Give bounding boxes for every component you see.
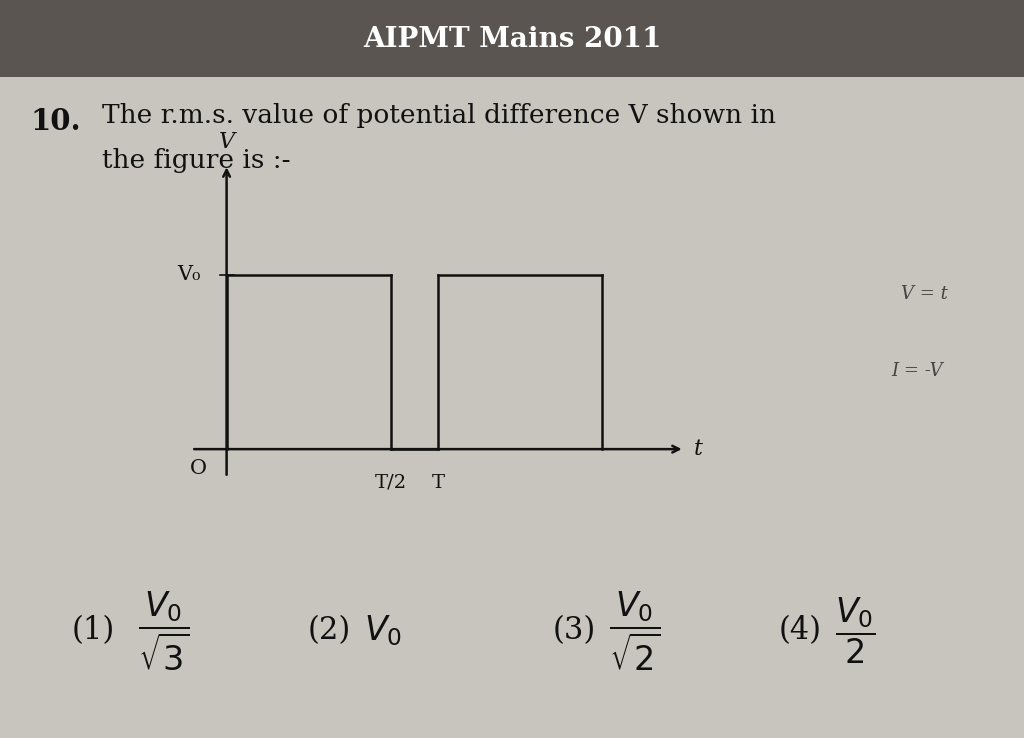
Text: V: V xyxy=(218,131,234,153)
Text: T: T xyxy=(431,474,444,492)
Text: (3): (3) xyxy=(553,615,596,646)
Text: $V_0$: $V_0$ xyxy=(364,613,401,649)
Text: AIPMT Mains 2011: AIPMT Mains 2011 xyxy=(362,26,662,52)
Text: I = -V: I = -V xyxy=(891,362,942,380)
Text: (4): (4) xyxy=(778,615,821,646)
Text: $\dfrac{V_0}{\sqrt{2}}$: $\dfrac{V_0}{\sqrt{2}}$ xyxy=(609,590,660,672)
Text: The r.m.s. value of potential difference V shown in: The r.m.s. value of potential difference… xyxy=(102,103,776,128)
Text: O: O xyxy=(189,458,207,477)
Bar xyxy=(0,0,1024,77)
Text: V = t: V = t xyxy=(901,285,948,303)
Text: the figure is :-: the figure is :- xyxy=(102,148,291,173)
Text: (2): (2) xyxy=(307,615,350,646)
Text: 10.: 10. xyxy=(31,107,81,136)
Text: (1): (1) xyxy=(72,615,115,646)
Text: V₀: V₀ xyxy=(177,265,201,284)
Text: $\dfrac{V_0}{2}$: $\dfrac{V_0}{2}$ xyxy=(835,596,876,666)
Text: T/2: T/2 xyxy=(375,474,408,492)
Text: $\dfrac{V_0}{\sqrt{3}}$: $\dfrac{V_0}{\sqrt{3}}$ xyxy=(138,590,189,672)
Text: t: t xyxy=(694,438,702,460)
